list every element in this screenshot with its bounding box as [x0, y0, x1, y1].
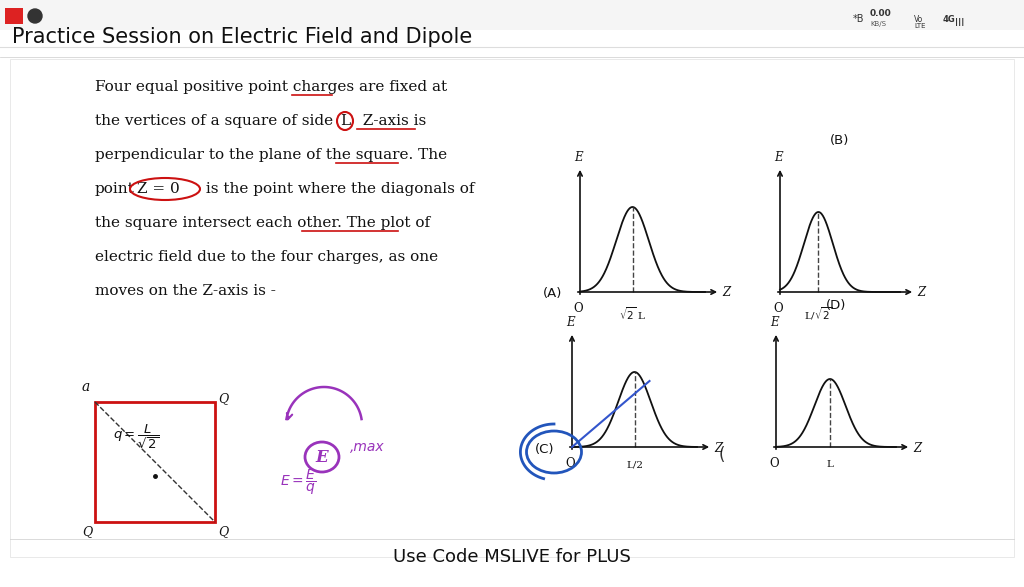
Text: $\mathit{E} = \dfrac{\mathit{E}}{q}$: $\mathit{E} = \dfrac{\mathit{E}}{q}$ — [280, 467, 316, 497]
Text: (D): (D) — [825, 299, 846, 312]
Text: Z: Z — [714, 441, 722, 454]
Text: a: a — [82, 380, 90, 394]
Text: LTE: LTE — [914, 23, 926, 29]
Text: Z: Z — [918, 286, 925, 299]
Text: O: O — [773, 302, 782, 315]
Text: O: O — [769, 457, 779, 470]
Text: lll: lll — [955, 18, 965, 28]
Text: Z = 0: Z = 0 — [137, 182, 180, 196]
Text: $\sqrt{2}$ L: $\sqrt{2}$ L — [618, 305, 646, 322]
Text: (A): (A) — [543, 288, 562, 301]
Text: *B: *B — [853, 14, 864, 24]
Text: L/2: L/2 — [626, 460, 643, 469]
Text: (B): (B) — [830, 134, 850, 147]
Text: 0.00: 0.00 — [870, 9, 892, 19]
Text: O: O — [573, 302, 583, 315]
Text: E: E — [565, 316, 574, 329]
Text: (: ( — [719, 446, 725, 464]
Text: is the point where the diagonals of: is the point where the diagonals of — [201, 182, 474, 196]
Text: Z: Z — [722, 286, 730, 299]
Text: Q: Q — [82, 525, 92, 538]
Text: L: L — [826, 460, 834, 469]
Text: E: E — [315, 448, 329, 465]
Circle shape — [28, 9, 42, 23]
Text: L/$\sqrt{2}$: L/$\sqrt{2}$ — [805, 305, 833, 322]
Text: Q: Q — [218, 393, 228, 406]
Text: electric field due to the four charges, as one: electric field due to the four charges, … — [95, 250, 438, 264]
Text: Q: Q — [218, 525, 228, 538]
Text: perpendicular to the plane of the square. The: perpendicular to the plane of the square… — [95, 148, 447, 162]
Text: the square intersect each other. The plot of: the square intersect each other. The plo… — [95, 216, 430, 230]
Text: KB/S: KB/S — [870, 21, 886, 27]
Text: Z-axis is: Z-axis is — [358, 114, 426, 128]
Text: Four equal positive point charges are fixed at: Four equal positive point charges are fi… — [95, 80, 447, 94]
Text: Practice Session on Electric Field and Dipole: Practice Session on Electric Field and D… — [12, 27, 472, 47]
Text: point: point — [95, 182, 135, 196]
Text: 4G: 4G — [943, 15, 955, 23]
Bar — [10, 59, 1014, 557]
Text: the vertices of a square of side: the vertices of a square of side — [95, 114, 333, 128]
Text: $q = \dfrac{L}{\sqrt{2}}$: $q = \dfrac{L}{\sqrt{2}}$ — [113, 423, 160, 451]
Text: Use Code MSLIVE for PLUS: Use Code MSLIVE for PLUS — [393, 548, 631, 566]
Text: L: L — [340, 114, 350, 128]
Text: Vo: Vo — [914, 15, 924, 23]
Text: E: E — [774, 151, 782, 164]
Text: O: O — [565, 457, 574, 470]
Bar — [0, 0, 1024, 30]
Text: ,max: ,max — [350, 440, 385, 454]
Bar — [5, 8, 23, 24]
Text: Z: Z — [913, 441, 922, 454]
Text: E: E — [573, 151, 583, 164]
Text: E: E — [770, 316, 778, 329]
Text: (C): (C) — [535, 443, 554, 456]
Bar — [95, 402, 215, 522]
Text: moves on the Z-axis is -: moves on the Z-axis is - — [95, 284, 275, 298]
